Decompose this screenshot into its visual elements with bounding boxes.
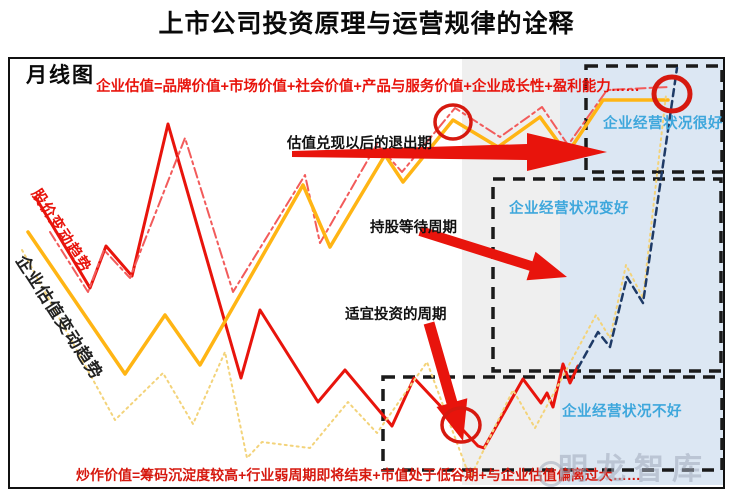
valuation-dotted-line (21, 94, 667, 479)
exit-period-label: 估值兑现以后的退出期 (287, 136, 432, 152)
timeframe-label: 月线图 (26, 64, 95, 87)
watermark-text: 明龙智库 (558, 453, 710, 486)
status-bad-label: 企业经营状况不好 (562, 404, 682, 420)
future-dashed-line (576, 66, 679, 370)
invest-period-label: 适宜投资的周期 (345, 307, 447, 323)
box-status-good (584, 64, 724, 174)
watermark-logo-icon (538, 461, 564, 487)
hold-arrow (418, 226, 567, 281)
valuation-trend-label: 企业估值变动趋势 (12, 252, 107, 384)
holding-period-label: 持股等待周期 (370, 220, 457, 236)
invest-arrow (423, 321, 468, 441)
price-dashdot-line (49, 86, 669, 293)
speculation-formula-text: 炒作价值=筹码沉淀度较高+行业弱周期即将结束+市值处于低谷期+与企业估值偏离过大… (76, 467, 641, 483)
status-very-good-label: 企业经营状况很好 (603, 116, 723, 132)
exit-arrow (292, 133, 607, 171)
peak-circle-mid (433, 103, 473, 141)
page-title: 上市公司投资原理与运营规律的诠释 (158, 10, 575, 38)
status-better-label: 企业经营状况变好 (509, 201, 629, 217)
valuation-formula-text: 企业估值=品牌价值+市场价值+社会价值+产品与服务价值+企业成长性+盈利能力…… (96, 79, 640, 95)
price-solid-line (34, 122, 580, 450)
bottom-circle (440, 406, 482, 444)
peak-circle-top (651, 74, 693, 114)
price-trend-label: 股价变动趋势 (27, 186, 95, 276)
box-status-better (491, 177, 723, 373)
